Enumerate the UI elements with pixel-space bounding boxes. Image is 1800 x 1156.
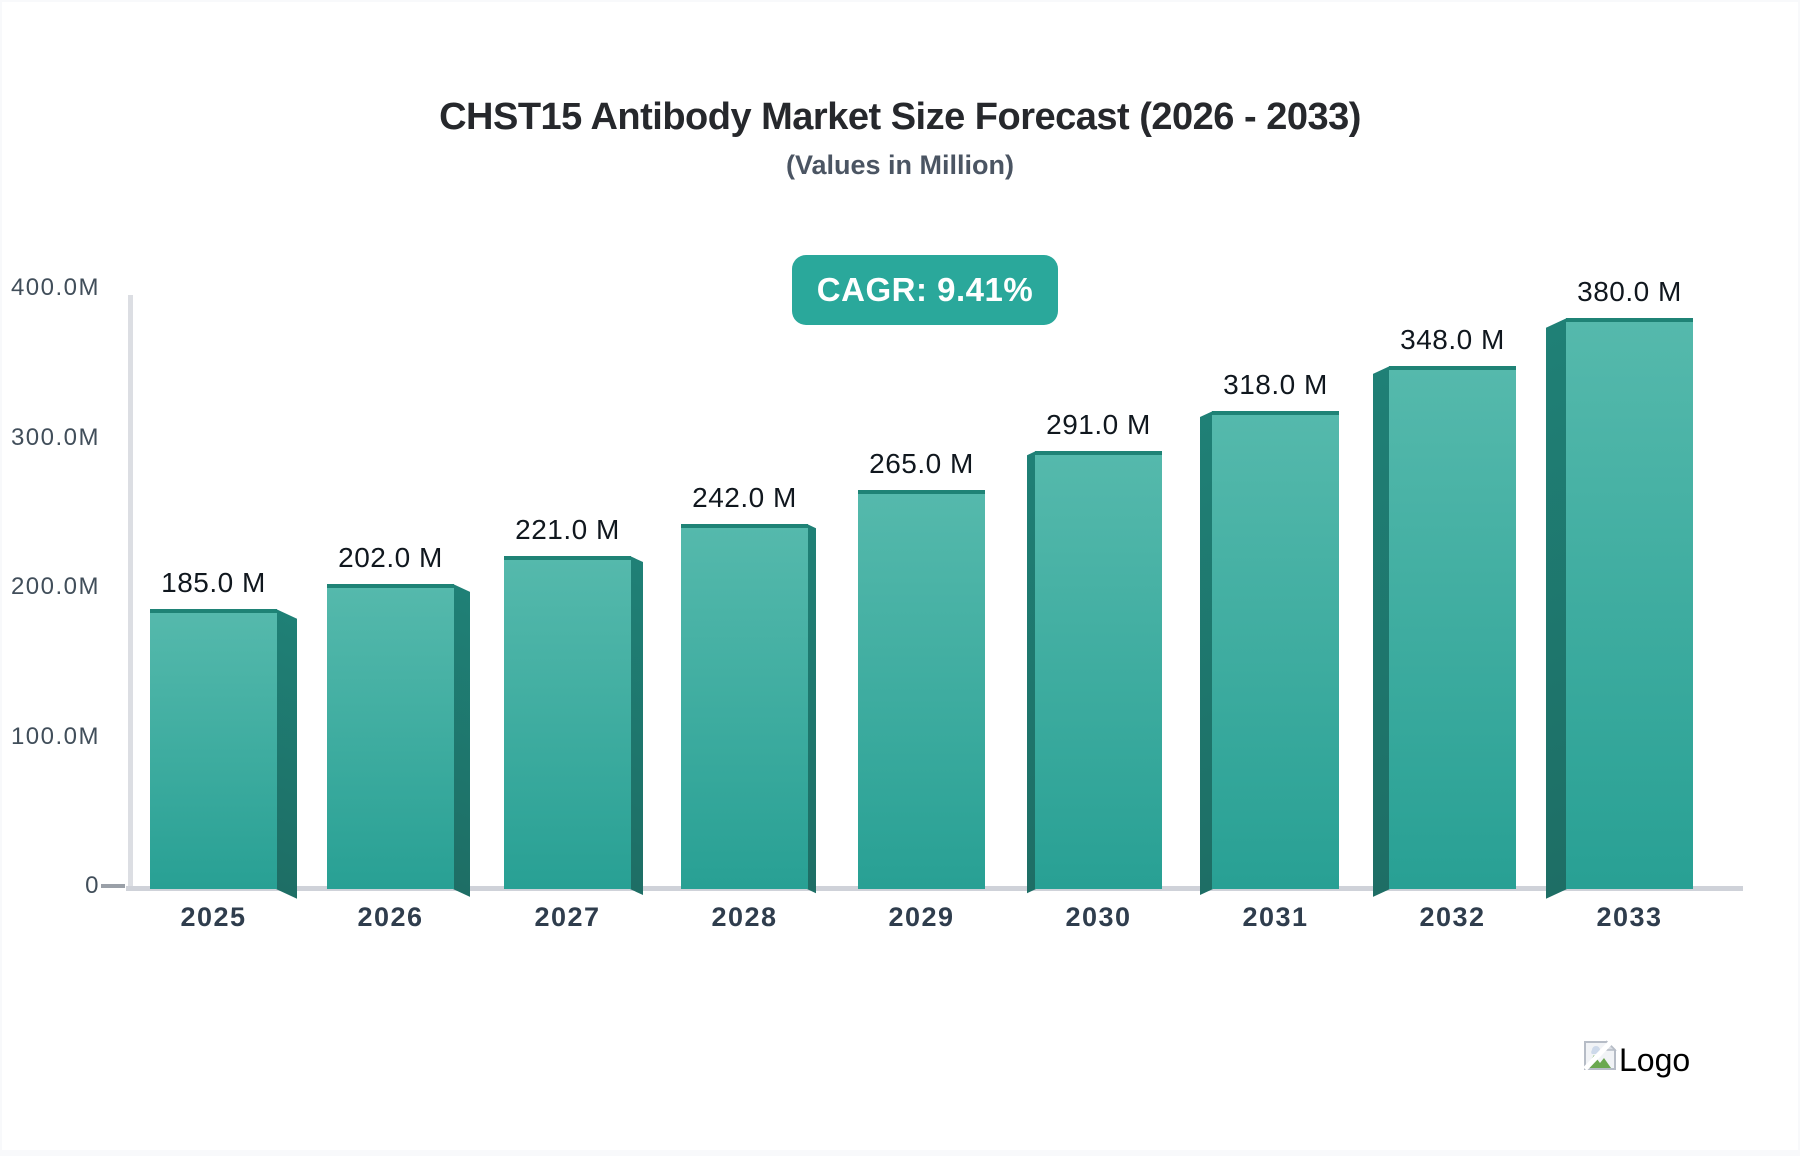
bar <box>1212 411 1339 889</box>
bar-value-label: 202.0 M <box>338 542 443 573</box>
cagr-badge: CAGR: 9.41% <box>792 255 1058 325</box>
bar-value-label: 291.0 M <box>1046 409 1151 440</box>
bar-side <box>1373 366 1390 897</box>
y-axis-tick-label: 400.0M <box>10 274 100 301</box>
chart-title: CHST15 Antibody Market Size Forecast (20… <box>439 96 1361 138</box>
y-axis-tick-label: 200.0M <box>10 573 100 600</box>
bar-value-label: 348.0 M <box>1400 324 1505 355</box>
bar <box>858 490 985 889</box>
y-axis-tick-label: 300.0M <box>10 423 100 451</box>
x-axis-label: 2026 <box>357 902 424 932</box>
bar <box>150 609 277 889</box>
zero-tick-mark <box>101 884 125 888</box>
bar-side <box>630 556 643 896</box>
x-axis-label: 2030 <box>1065 902 1132 932</box>
bar <box>504 556 631 889</box>
bar-side <box>453 584 470 897</box>
x-axis-label: 2033 <box>1596 902 1663 932</box>
y-axis-tick-label: 0 <box>85 872 100 899</box>
x-axis-label: 2031 <box>1242 902 1309 932</box>
bar <box>1389 366 1516 889</box>
bar-value-label: 242.0 M <box>692 482 797 513</box>
x-axis-label: 2032 <box>1419 902 1486 932</box>
bar <box>1566 318 1693 889</box>
logo-alt-text: Logo <box>1619 1042 1691 1078</box>
bar <box>1035 451 1162 889</box>
bar-value-label: 221.0 M <box>515 514 620 545</box>
x-axis-label: 2025 <box>180 902 247 932</box>
y-axis-tick-label: 100.0M <box>10 722 100 750</box>
bar-value-label: 380.0 M <box>1577 276 1682 307</box>
broken-image-icon <box>1583 1040 1617 1071</box>
bar-side <box>276 609 297 899</box>
chart-subtitle: (Values in Million) <box>785 150 1015 180</box>
bar-side <box>1546 318 1567 899</box>
y-axis-line <box>128 295 133 891</box>
bar <box>327 584 454 889</box>
bar-value-label: 318.0 M <box>1223 369 1328 400</box>
x-axis-label: 2027 <box>534 902 601 932</box>
bar-side <box>807 524 816 894</box>
cagr-badge-label: CAGR: 9.41% <box>816 271 1034 308</box>
bar-value-label: 185.0 M <box>161 567 266 598</box>
bar <box>681 524 808 889</box>
x-axis-label: 2028 <box>711 902 778 932</box>
x-axis-label: 2029 <box>888 902 955 932</box>
bar-value-label: 265.0 M <box>869 448 974 479</box>
logo: Logo <box>1583 1040 1690 1080</box>
